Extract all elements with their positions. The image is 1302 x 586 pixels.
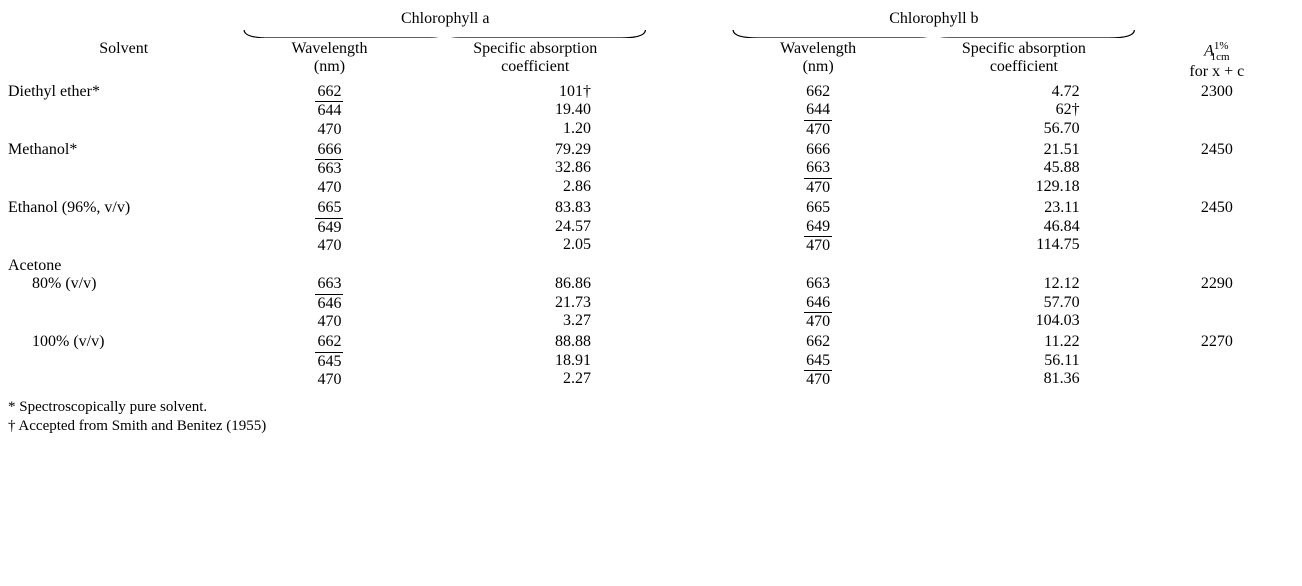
solvent-ethanol: Ethanol (96%, v/v): [8, 197, 239, 255]
header-wavelength-a: Wavelength (nm): [239, 40, 419, 81]
header-solvent: Solvent: [8, 40, 239, 81]
header-coeff-a: Specific absorption coefficient: [420, 40, 651, 81]
coeff-a-acetone80: 86.86 21.73 3.27: [420, 275, 651, 331]
wl-b-methanol: 666 663 470: [728, 139, 908, 197]
coeff-b-acetone100: 11.22 56.11 81.36: [908, 331, 1139, 389]
solvent-methanol: Methanol*: [8, 139, 239, 197]
a1-methanol: 2450: [1140, 139, 1294, 197]
a1-diethyl: 2300: [1140, 81, 1294, 139]
wl-b-ethanol: 665 649 470: [728, 197, 908, 255]
solvent-diethyl: Diethyl ether*: [8, 81, 239, 139]
group-header-b: Chlorophyll b: [728, 10, 1140, 40]
wl-b-diethyl: 662 644 470: [728, 81, 908, 139]
coeff-a-acetone100: 88.88 18.91 2.27: [420, 331, 651, 389]
a1-acetone100: 2270: [1140, 331, 1294, 389]
wl-a-acetone100: 662 645 470: [239, 331, 419, 389]
wl-a-methanol: 666 663 470: [239, 139, 419, 197]
header-wavelength-b: Wavelength (nm): [728, 40, 908, 81]
group-b-label: Chlorophyll b: [889, 10, 978, 27]
coeff-b-methanol: 21.51 45.88 129.18: [908, 139, 1139, 197]
wl-a-diethyl: 662 644 470: [239, 81, 419, 139]
header-a1: A1%1cm for x + c: [1140, 40, 1294, 81]
group-a-label: Chlorophyll a: [401, 10, 489, 27]
row-acetone-header: Acetone: [8, 255, 1294, 275]
coeff-a-methanol: 79.29 32.86 2.86: [420, 139, 651, 197]
brace-b: [728, 28, 1140, 38]
row-diethyl: Diethyl ether* 662 644 470 101† 19.40 1.…: [8, 81, 1294, 139]
group-header-a: Chlorophyll a: [239, 10, 651, 40]
wl-b-acetone80: 663 646 470: [728, 275, 908, 331]
coeff-b-diethyl: 4.72 62† 56.70: [908, 81, 1139, 139]
coeff-a-diethyl: 101† 19.40 1.20: [420, 81, 651, 139]
row-acetone80: 80% (v/v) 663 646 470 86.86 21.73 3.27 6…: [8, 275, 1294, 331]
row-methanol: Methanol* 666 663 470 79.29 32.86 2.86 6…: [8, 139, 1294, 197]
wl-a-acetone80: 663 646 470: [239, 275, 419, 331]
solvent-acetone: Acetone: [8, 255, 239, 275]
coeff-b-acetone80: 12.12 57.70 104.03: [908, 275, 1139, 331]
wl-a-ethanol: 665 649 470: [239, 197, 419, 255]
solvent-acetone80: 80% (v/v): [8, 275, 239, 331]
row-ethanol: Ethanol (96%, v/v) 665 649 470 83.83 24.…: [8, 197, 1294, 255]
brace-a: [239, 28, 651, 38]
a1-acetone80: 2290: [1140, 275, 1294, 331]
row-acetone100: 100% (v/v) 662 645 470 88.88 18.91 2.27 …: [8, 331, 1294, 389]
chlorophyll-table: Chlorophyll a Chlorophyll b Solvent Wave…: [8, 10, 1294, 390]
footnote-star: * Spectroscopically pure solvent.: [8, 398, 1294, 418]
footnote-dagger: † Accepted from Smith and Benitez (1955): [8, 417, 1294, 437]
a1-ethanol: 2450: [1140, 197, 1294, 255]
coeff-b-ethanol: 23.11 46.84 114.75: [908, 197, 1139, 255]
wl-b-acetone100: 662 645 470: [728, 331, 908, 389]
footnotes: * Spectroscopically pure solvent. † Acce…: [8, 398, 1294, 437]
header-coeff-b: Specific absorption coefficient: [908, 40, 1139, 81]
coeff-a-ethanol: 83.83 24.57 2.05: [420, 197, 651, 255]
solvent-acetone100: 100% (v/v): [8, 331, 239, 389]
